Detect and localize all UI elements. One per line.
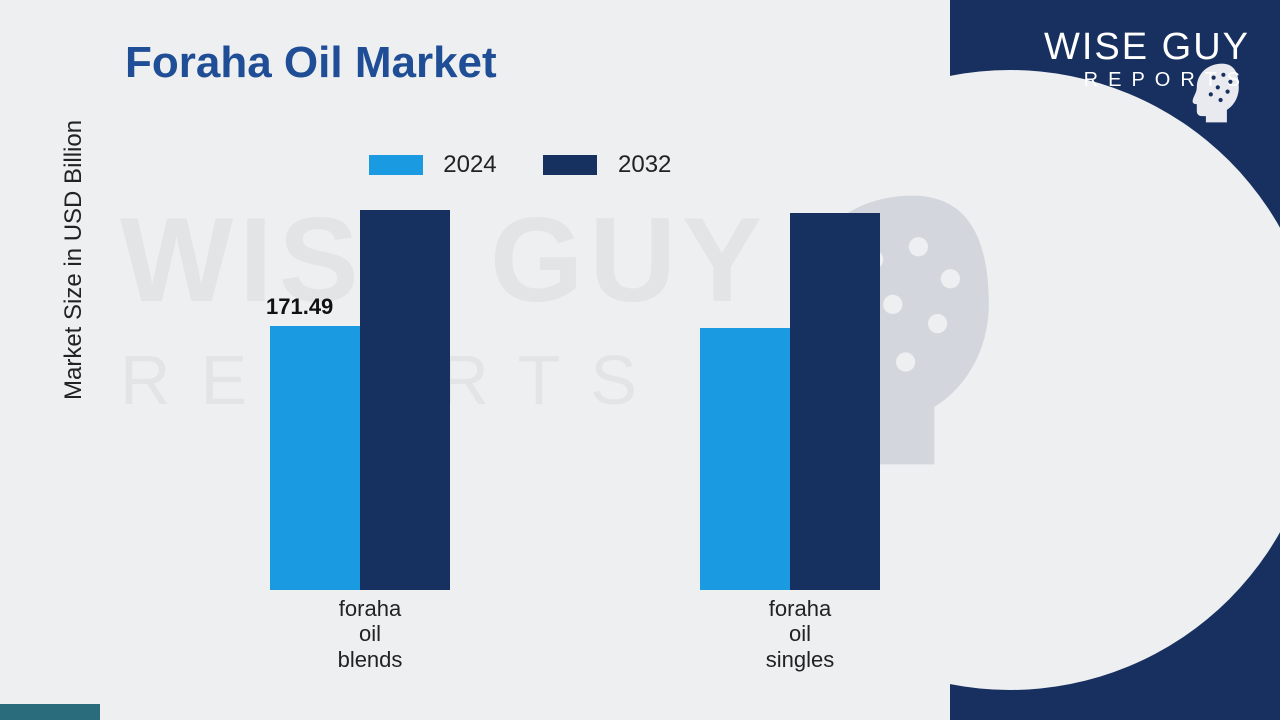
chart-area: forahaoilblends171.49forahaoilsingles bbox=[110, 180, 910, 650]
y-axis-label: Market Size in USD Billion bbox=[60, 120, 88, 400]
brand-logo: WISE GUY REPORTS bbox=[1044, 28, 1250, 90]
x-axis-label: forahaoilsingles bbox=[700, 590, 900, 672]
page: WISE GUY REPORTS Foraha Oil Market 2024 … bbox=[0, 0, 1280, 720]
legend-swatch-2032 bbox=[543, 155, 597, 175]
legend-swatch-2024 bbox=[369, 155, 423, 175]
brand-head-icon bbox=[1180, 58, 1250, 128]
bar bbox=[790, 213, 880, 590]
bar bbox=[270, 326, 360, 590]
bar-value-label: 171.49 bbox=[266, 294, 333, 320]
legend: 2024 2032 bbox=[0, 150, 1000, 179]
bar bbox=[360, 210, 450, 590]
legend-label-2032: 2032 bbox=[618, 151, 671, 179]
legend-label-2024: 2024 bbox=[443, 151, 496, 179]
bottom-strip bbox=[0, 704, 100, 720]
x-axis-label: forahaoilblends bbox=[270, 590, 470, 672]
chart-title: Foraha Oil Market bbox=[125, 38, 497, 88]
bar bbox=[700, 328, 790, 590]
